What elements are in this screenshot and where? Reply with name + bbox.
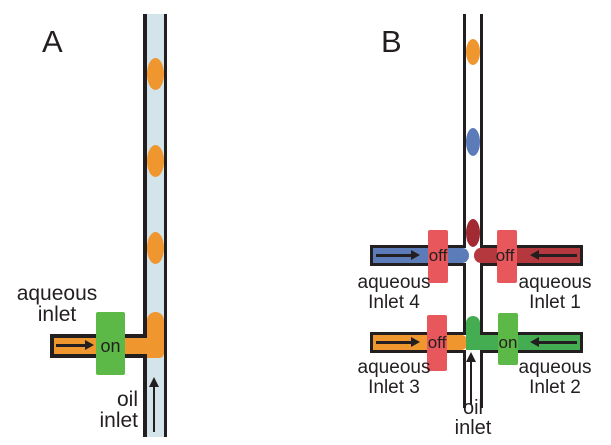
oil-channel-b-right-wall xyxy=(480,350,483,408)
oil-flow-arrow-b-icon xyxy=(465,352,477,404)
aqueous-inlet1-label: aqueous Inlet 1 xyxy=(505,273,605,313)
inlet4-flow-arrow-icon xyxy=(376,250,420,261)
valve-a-state-label: on xyxy=(100,335,121,356)
forming-droplet-a xyxy=(146,312,164,358)
arrow-head xyxy=(148,377,159,387)
inlet3-fluid-tip xyxy=(455,335,468,350)
arrow-shaft xyxy=(376,341,412,344)
upper-right-channel-top-border xyxy=(480,245,583,248)
main-channel-a-left-wall-upper xyxy=(143,14,147,338)
upper-right-channel-bottom-border xyxy=(480,263,583,266)
oil-inlet-a-line1: oil xyxy=(116,388,138,411)
droplet-blue-b xyxy=(466,128,480,156)
aqueous-inlet1-line1: aqueous xyxy=(518,272,592,293)
lower-left-channel-bottom-border xyxy=(370,350,463,353)
aqueous-inlet3-label: aqueous Inlet 3 xyxy=(344,358,444,398)
main-channel-a-right-wall xyxy=(163,14,167,437)
main-channel-b-left-wall-middle xyxy=(463,263,466,335)
aqueous-inlet3-line2: Inlet 3 xyxy=(368,377,420,398)
oil-inlet-b-line2: inlet xyxy=(454,417,492,439)
lower-right-channel-top-border xyxy=(480,332,583,335)
lower-left-channel-top-border xyxy=(370,332,463,335)
inlet1-fluid-tip xyxy=(474,248,487,263)
arrow-shaft xyxy=(469,361,473,404)
lower-right-channel-end-cap xyxy=(580,332,583,353)
arrow-head xyxy=(465,352,476,362)
oil-inlet-a-label: oil inlet xyxy=(56,389,138,431)
aqueous-inlet-a-line1: aqueous xyxy=(16,282,98,305)
valve-inlet4 xyxy=(428,230,448,283)
inlet4-fluid-tip xyxy=(456,248,469,263)
droplet-orange-b xyxy=(466,39,480,65)
oil-inlet-b-label: oil inlet xyxy=(433,398,513,438)
inlet1-flow-arrow-icon xyxy=(530,250,577,261)
inlet3-flow-arrow-icon xyxy=(376,337,420,348)
inlet2-flow-arrow-icon xyxy=(530,337,577,348)
arrow-head xyxy=(411,250,420,260)
valve-inlet3-state-label: off xyxy=(427,333,447,352)
aqueous-inlet4-line1: aqueous xyxy=(357,272,431,293)
upper-left-channel-bottom-border xyxy=(370,263,463,266)
valve-inlet1 xyxy=(497,230,517,283)
panel-a-letter: A xyxy=(42,24,63,59)
valve-inlet2 xyxy=(498,313,518,365)
valve-inlet4-state-label: off xyxy=(428,246,448,265)
arrow-head xyxy=(530,250,539,260)
droplet-orange-3 xyxy=(146,232,164,264)
aqueous-inlet4-line2: Inlet 4 xyxy=(368,292,420,313)
inlet2-fluid-bend xyxy=(466,316,480,350)
main-channel-b-left-wall-upper xyxy=(463,14,466,248)
oil-channel-b-left-wall xyxy=(463,350,466,408)
arrow-head xyxy=(530,337,539,347)
arrow-head xyxy=(411,337,420,347)
arrow-shaft xyxy=(56,344,86,347)
oil-flow-arrow-icon xyxy=(148,377,160,432)
arrow-shaft xyxy=(376,254,412,257)
aqueous-inlet2-line2: Inlet 2 xyxy=(529,377,581,398)
droplet-orange-2 xyxy=(146,145,164,177)
main-channel-b-right-wall-upper xyxy=(480,14,483,248)
lower-right-channel-bottom-border xyxy=(480,350,583,353)
main-channel-a-left-wall-lower xyxy=(143,354,147,437)
aqueous-inlet4-label: aqueous Inlet 4 xyxy=(344,273,444,313)
oil-inlet-a-line2: inlet xyxy=(99,409,138,432)
upper-left-channel-top-border xyxy=(370,245,463,248)
arrow-shaft xyxy=(152,386,156,432)
panel-b-letter: B xyxy=(381,24,402,59)
aqueous-inlet1-line2: Inlet 1 xyxy=(529,292,581,313)
droplet-dark-red-b xyxy=(466,219,480,247)
arrow-head xyxy=(85,340,94,350)
oil-inlet-b-line1: oil xyxy=(462,397,483,419)
arrow-shaft xyxy=(538,254,577,257)
valve-inlet2-state-label: on xyxy=(498,333,518,352)
valve-inlet3 xyxy=(427,315,447,371)
lower-left-channel-end-cap xyxy=(370,332,373,353)
aqueous-inlet-a-line2: inlet xyxy=(37,303,77,326)
arrow-shaft xyxy=(538,341,577,344)
aqueous-flow-arrow-icon xyxy=(56,340,94,351)
valve-a xyxy=(96,312,125,375)
aqueous-channel-a-end-cap xyxy=(50,334,54,358)
droplet-orange-1 xyxy=(146,58,164,90)
aqueous-inlet-a-label: aqueous inlet xyxy=(7,283,107,325)
upper-right-channel-end-cap xyxy=(580,245,583,266)
aqueous-inlet3-line1: aqueous xyxy=(357,357,431,378)
upper-left-channel-end-cap xyxy=(370,245,373,266)
aqueous-inlet2-line1: aqueous xyxy=(518,357,592,378)
main-channel-b-right-wall-middle xyxy=(480,263,483,335)
valve-inlet1-state-label: off xyxy=(495,246,515,265)
aqueous-inlet2-label: aqueous Inlet 2 xyxy=(505,358,605,398)
